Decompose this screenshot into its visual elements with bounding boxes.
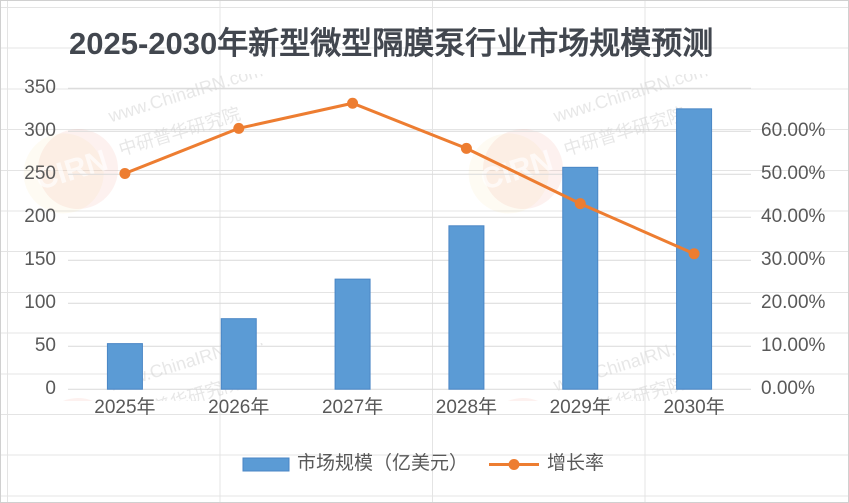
svg-text:30.00%: 30.00% [761, 249, 826, 270]
svg-text:50.00%: 50.00% [761, 163, 826, 184]
svg-text:10.00%: 10.00% [761, 335, 826, 356]
svg-text:2027年: 2027年 [322, 396, 383, 418]
svg-text:市场规模（亿美元）: 市场规模（亿美元） [297, 452, 468, 474]
svg-text:150: 150 [24, 249, 56, 270]
svg-text:2025年: 2025年 [94, 396, 155, 418]
svg-text:0.00%: 0.00% [761, 378, 815, 399]
svg-text:2029年: 2029年 [550, 396, 611, 418]
svg-text:0: 0 [45, 378, 56, 399]
svg-text:2030年: 2030年 [663, 396, 724, 418]
svg-text:增长率: 增长率 [547, 452, 604, 474]
svg-text:50: 50 [35, 335, 56, 356]
svg-text:350: 350 [24, 77, 56, 98]
svg-text:200: 200 [24, 206, 56, 227]
svg-text:2028年: 2028年 [436, 396, 497, 418]
svg-text:20.00%: 20.00% [761, 292, 826, 313]
svg-text:300: 300 [24, 120, 56, 141]
svg-text:100: 100 [24, 292, 56, 313]
svg-text:60.00%: 60.00% [761, 120, 826, 141]
svg-text:2026年: 2026年 [208, 396, 269, 418]
svg-text:250: 250 [24, 163, 56, 184]
svg-text:40.00%: 40.00% [761, 206, 826, 227]
